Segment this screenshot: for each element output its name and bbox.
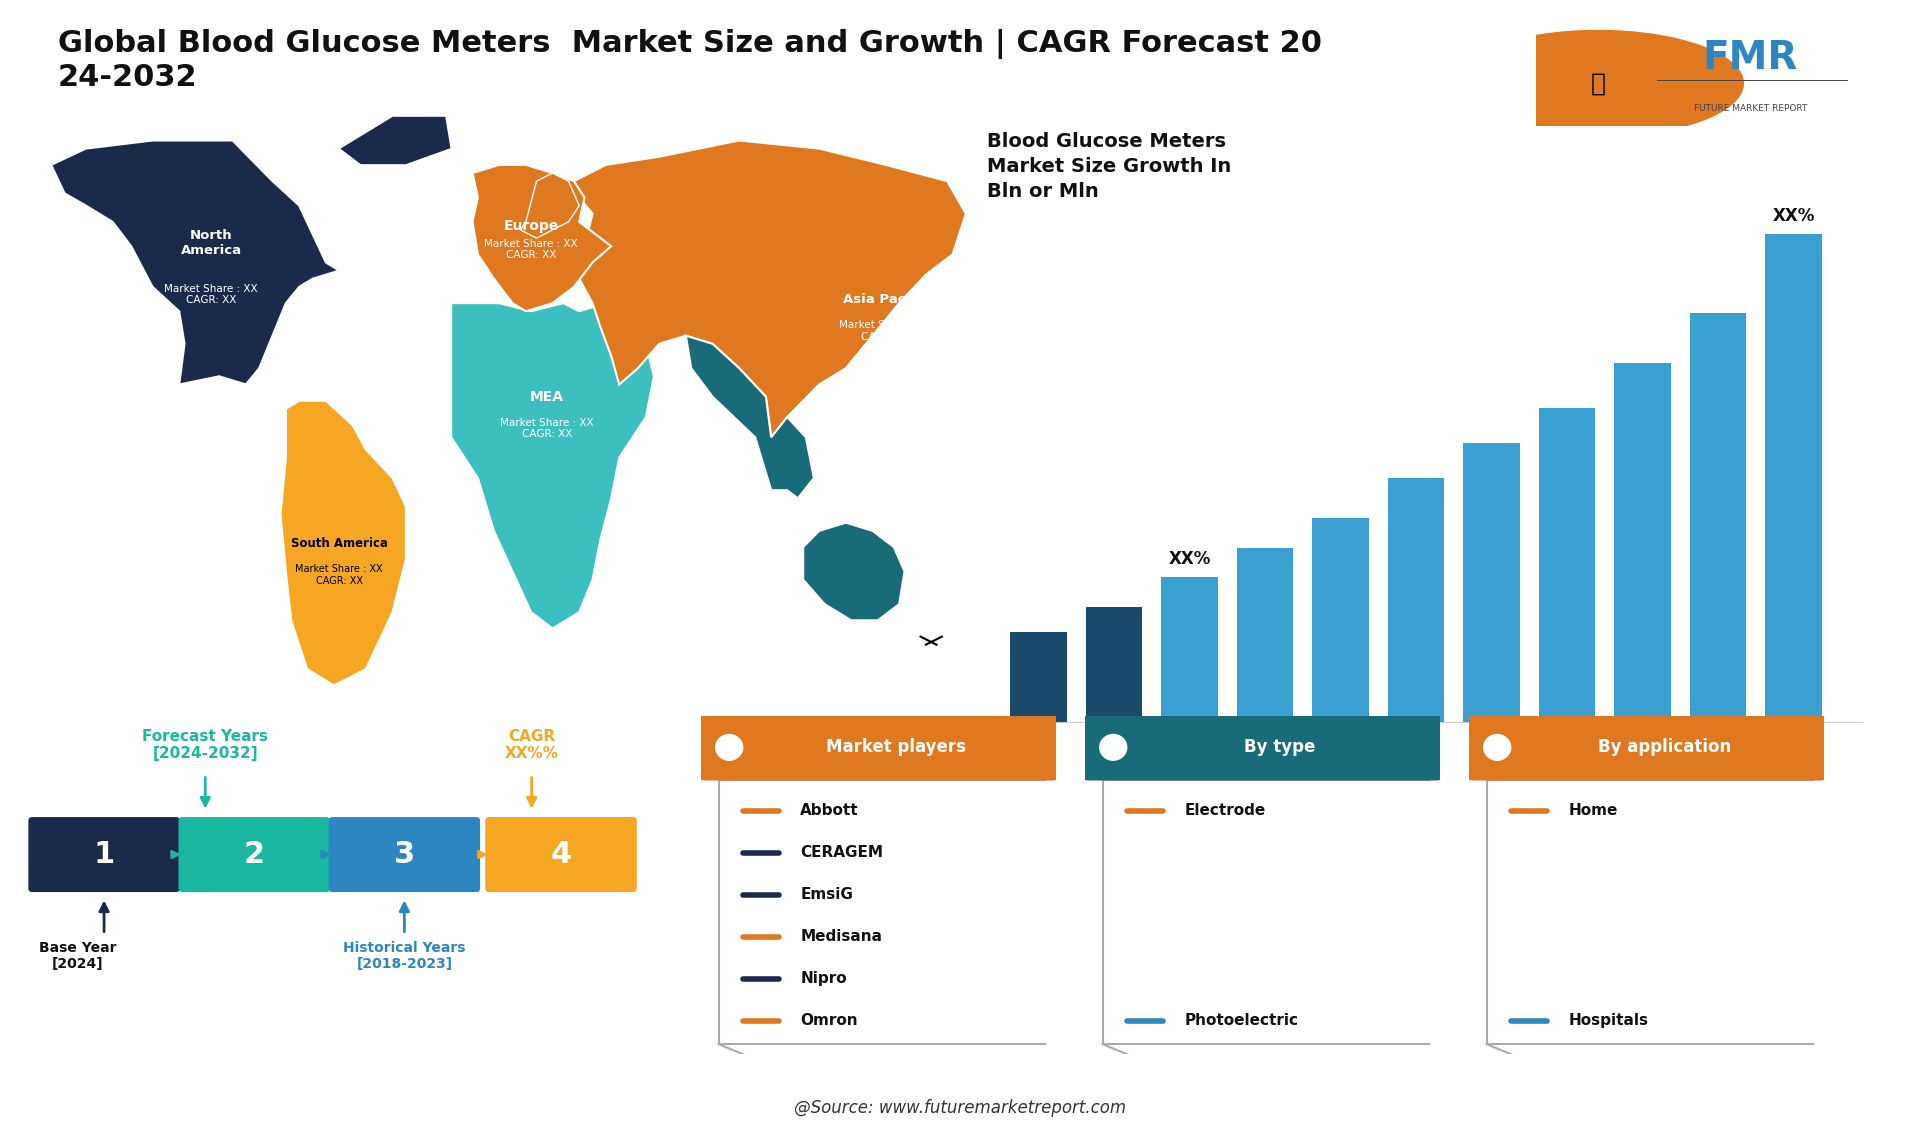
Text: CERAGEM: CERAGEM [801,846,883,861]
FancyBboxPatch shape [179,817,330,892]
Polygon shape [803,523,904,620]
Polygon shape [685,336,814,499]
Polygon shape [520,173,580,238]
Text: Historical Years
[2018-2023]: Historical Years [2018-2023] [344,941,467,971]
Circle shape [1453,31,1743,136]
Text: Photoelectric: Photoelectric [1185,1013,1298,1028]
Bar [1690,313,1747,722]
Text: Nipro: Nipro [801,971,847,986]
Bar [1162,578,1217,722]
Bar [1764,234,1822,722]
Text: North
America: North America [180,229,242,258]
Bar [1463,442,1521,722]
Text: XX%: XX% [1772,206,1814,225]
Text: FUTURE MARKET REPORT: FUTURE MARKET REPORT [1693,104,1807,113]
Text: Hospitals: Hospitals [1569,1013,1647,1028]
Text: Omron: Omron [801,1013,858,1028]
Text: Market Share : XX
CAGR: XX: Market Share : XX CAGR: XX [165,283,257,305]
Text: MEA: MEA [530,390,564,403]
Text: 👁: 👁 [1590,71,1605,95]
Circle shape [1100,735,1127,760]
Text: South America: South America [290,537,388,550]
Text: 3: 3 [394,840,415,869]
Bar [1615,363,1670,722]
FancyBboxPatch shape [1081,715,1444,780]
Text: Abbott: Abbott [801,803,858,818]
Text: Blood Glucose Meters
Market Size Growth In
Bln or Mln: Blood Glucose Meters Market Size Growth … [987,132,1233,201]
FancyBboxPatch shape [328,817,480,892]
Circle shape [1484,735,1511,760]
Text: By application: By application [1597,738,1730,756]
Polygon shape [472,165,611,312]
FancyBboxPatch shape [697,715,1060,780]
Text: Market Share : XX
CAGR: XX: Market Share : XX CAGR: XX [839,320,933,342]
Text: @Source: www.futuremarketreport.com: @Source: www.futuremarketreport.com [795,1099,1125,1117]
Polygon shape [340,116,451,165]
Text: Market Share : XX
CAGR: XX: Market Share : XX CAGR: XX [501,418,593,439]
Text: By type: By type [1244,738,1315,756]
Text: Global Blood Glucose Meters  Market Size and Growth | CAGR Forecast 20
24-2032: Global Blood Glucose Meters Market Size … [58,29,1321,92]
Text: Market players: Market players [826,738,966,756]
Text: Asia Pacific: Asia Pacific [843,293,929,306]
Text: 1: 1 [94,840,115,869]
Polygon shape [451,304,655,628]
FancyBboxPatch shape [1465,715,1828,780]
Text: Electrode: Electrode [1185,803,1265,818]
Text: FMR: FMR [1703,39,1797,77]
FancyBboxPatch shape [29,817,180,892]
Bar [1085,607,1142,722]
Bar [1236,548,1294,722]
Text: 4: 4 [551,840,572,869]
FancyBboxPatch shape [486,817,637,892]
Text: Market Share : XX
CAGR: XX: Market Share : XX CAGR: XX [484,238,578,260]
Bar [1388,478,1444,722]
Polygon shape [52,141,340,384]
Text: Market Share : XX
CAGR: XX: Market Share : XX CAGR: XX [296,564,382,586]
Text: Europe: Europe [503,219,559,233]
Text: 2: 2 [244,840,265,869]
Bar [1010,633,1068,722]
Text: Base Year
[2024]: Base Year [2024] [38,941,117,971]
Bar [1311,518,1369,722]
Polygon shape [280,401,405,685]
Circle shape [716,735,743,760]
Text: Medisana: Medisana [801,929,883,944]
Bar [1538,408,1596,722]
Text: EmsiG: EmsiG [801,887,852,902]
Text: Home: Home [1569,803,1619,818]
Text: Forecast Years
[2024-2032]: Forecast Years [2024-2032] [142,729,269,761]
Polygon shape [574,141,966,438]
Text: XX%: XX% [1167,550,1212,568]
Text: CAGR
XX%%: CAGR XX%% [505,729,559,761]
